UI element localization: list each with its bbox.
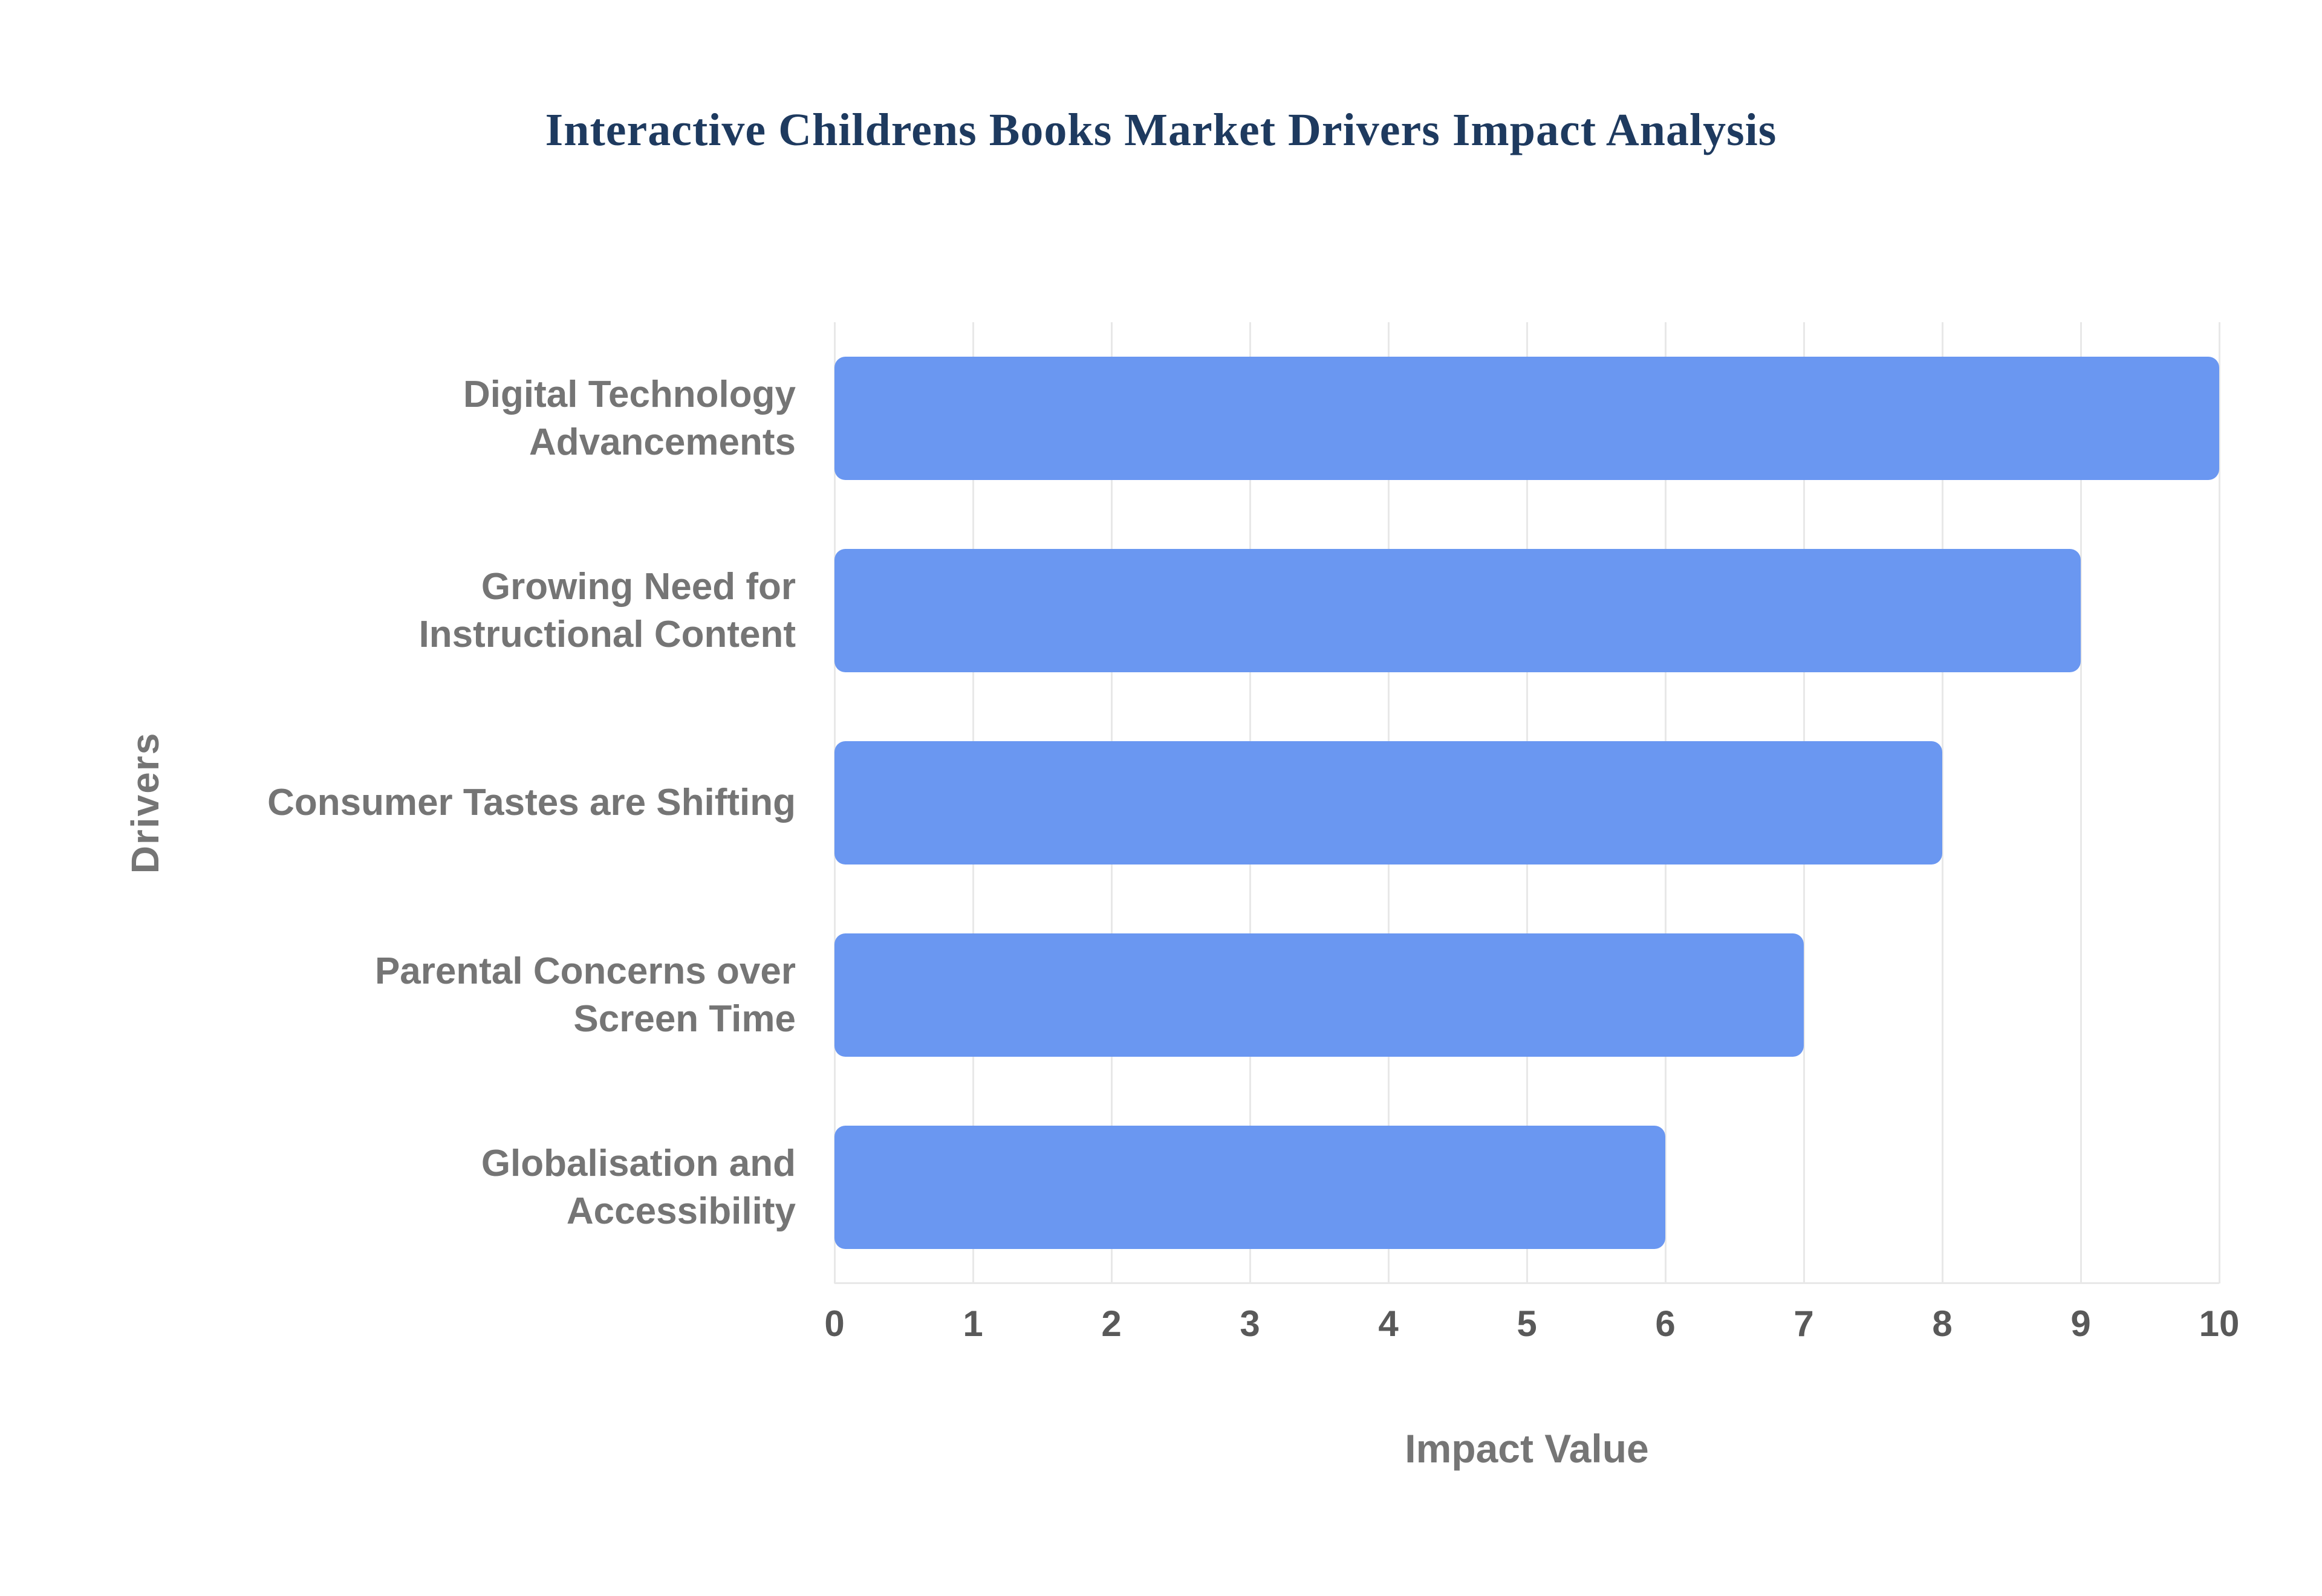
x-tick-label: 4 <box>1378 1303 1399 1344</box>
x-tick-label: 3 <box>1240 1303 1260 1344</box>
category-label: Parental Concerns over Screen Time <box>374 950 796 1040</box>
gridline <box>2080 322 2082 1283</box>
gridline <box>1942 322 1943 1283</box>
x-tick-label: 6 <box>1655 1303 1676 1344</box>
chart-title: Interactive Childrens Books Market Drive… <box>545 105 1777 155</box>
category-label: Globalisation and Accessibility <box>481 1142 796 1232</box>
bar-row <box>834 1091 2219 1283</box>
x-tick-label: 7 <box>1794 1303 1814 1344</box>
category-labels-column: Digital Technology Advancements Growing N… <box>0 322 796 1283</box>
x-tick-label: 8 <box>1932 1303 1953 1344</box>
gridline <box>2219 322 2220 1283</box>
bar-1 <box>834 357 2219 480</box>
bar-row <box>834 322 2219 514</box>
category-label: Growing Need for Instructional Content <box>418 565 796 655</box>
bar-3 <box>834 741 1942 864</box>
plot-area <box>834 322 2220 1283</box>
x-tick-label: 0 <box>824 1303 845 1344</box>
category-label: Digital Technology Advancements <box>463 373 796 463</box>
x-tick-label: 9 <box>2070 1303 2091 1344</box>
x-tick-label: 2 <box>1101 1303 1122 1344</box>
x-axis-baseline <box>834 1282 2219 1284</box>
x-tick-label: 1 <box>963 1303 983 1344</box>
bar-2 <box>834 549 2081 672</box>
bar-row <box>834 899 2219 1091</box>
bar-5 <box>834 1126 1665 1249</box>
x-axis-title: Impact Value <box>1405 1426 1649 1471</box>
bar-row <box>834 514 2219 707</box>
x-tick-labels: 0 1 2 3 4 5 6 7 8 9 10 <box>824 1303 2239 1357</box>
category-label: Consumer Tastes are Shifting <box>267 782 796 824</box>
x-tick-label: 10 <box>2199 1303 2240 1344</box>
bar-4 <box>834 933 1804 1057</box>
x-tick-label: 5 <box>1517 1303 1537 1344</box>
bar-row <box>834 707 2219 899</box>
